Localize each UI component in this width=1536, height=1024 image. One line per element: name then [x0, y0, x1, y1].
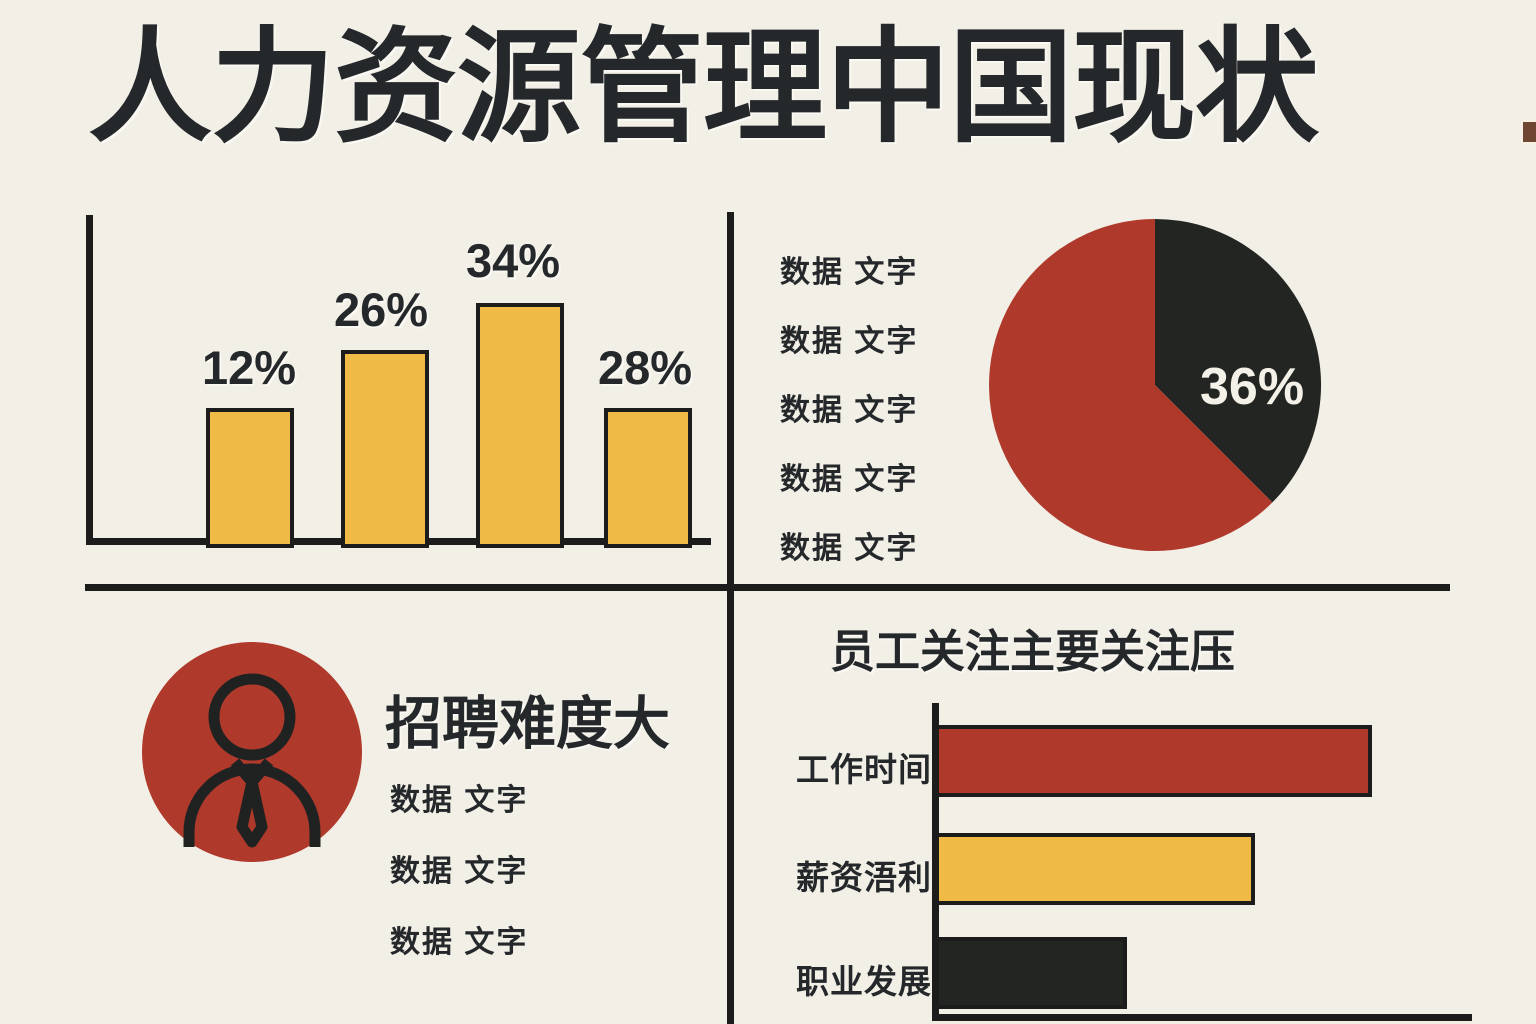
bar-2-value: 26%: [334, 283, 429, 336]
pie-legend-item: 数据 文字: [780, 256, 919, 289]
recruiting-detail-item: 数据 文字: [390, 926, 529, 959]
horizontal-divider: [85, 584, 1450, 591]
bar-3: [476, 303, 564, 548]
bar-4-value: 28%: [598, 341, 693, 394]
hbar-2-label: 薪资浯利: [796, 859, 932, 896]
avatar: [142, 642, 362, 862]
pie-legend: 数据 文字 数据 文字 数据 文字 数据 文字 数据 文字: [780, 247, 918, 592]
vertical-bar-chart: 12% 26% 34% 28%: [80, 215, 720, 555]
page-title: 人力资源管理中国现状: [88, 19, 1319, 157]
hbar-chart-title: 员工关注主要关注压: [830, 626, 1236, 677]
pie-chart: 36%: [985, 215, 1325, 555]
recruiting-detail-list: 数据 文字 数据 文字 数据 文字: [390, 775, 528, 988]
pie-legend-item: 数据 文字: [780, 394, 919, 427]
pie-legend-item: 数据 文字: [780, 463, 919, 496]
recruiting-section: 招聘难度大 数据 文字 数据 文字 数据 文字: [120, 620, 720, 960]
pie-value-label: 36%: [1200, 358, 1305, 416]
person-with-tie-icon: [183, 673, 321, 848]
pie-legend-item: 数据 文字: [780, 325, 919, 358]
hbar-2: [935, 833, 1255, 905]
corner-decoration: [1521, 120, 1536, 144]
pie-legend-item: 数据 文字: [780, 532, 919, 565]
bar-2: [341, 350, 429, 548]
horizontal-bar-chart-section: 员工关注主要关注压 工作时间 薪资浯利 职业发展: [780, 615, 1480, 1021]
hbar-3: [935, 937, 1127, 1009]
pie-chart-section: 数据 文字 数据 文字 数据 文字 数据 文字 数据 文字 36%: [745, 215, 1525, 575]
hbar-chart-baseline: [932, 1014, 1472, 1021]
bar-3-value: 34%: [466, 234, 561, 287]
bar-1-value: 12%: [202, 341, 297, 394]
hbar-1: [935, 725, 1372, 797]
recruiting-title: 招聘难度大: [385, 692, 670, 756]
vertical-divider: [727, 212, 734, 1024]
pie-slice-highlight: [1155, 219, 1322, 503]
pie-slice-remainder: [989, 219, 1273, 551]
recruiting-detail-item: 数据 文字: [390, 784, 529, 817]
pie-chart-svg: [989, 219, 1322, 551]
bar-1: [206, 408, 294, 548]
recruiting-detail-item: 数据 文字: [390, 855, 529, 888]
hbar-3-label: 职业发展: [796, 963, 932, 1000]
bar-chart-y-axis: [86, 215, 93, 545]
bar-4: [604, 408, 692, 548]
hbar-1-label: 工作时间: [796, 751, 932, 788]
